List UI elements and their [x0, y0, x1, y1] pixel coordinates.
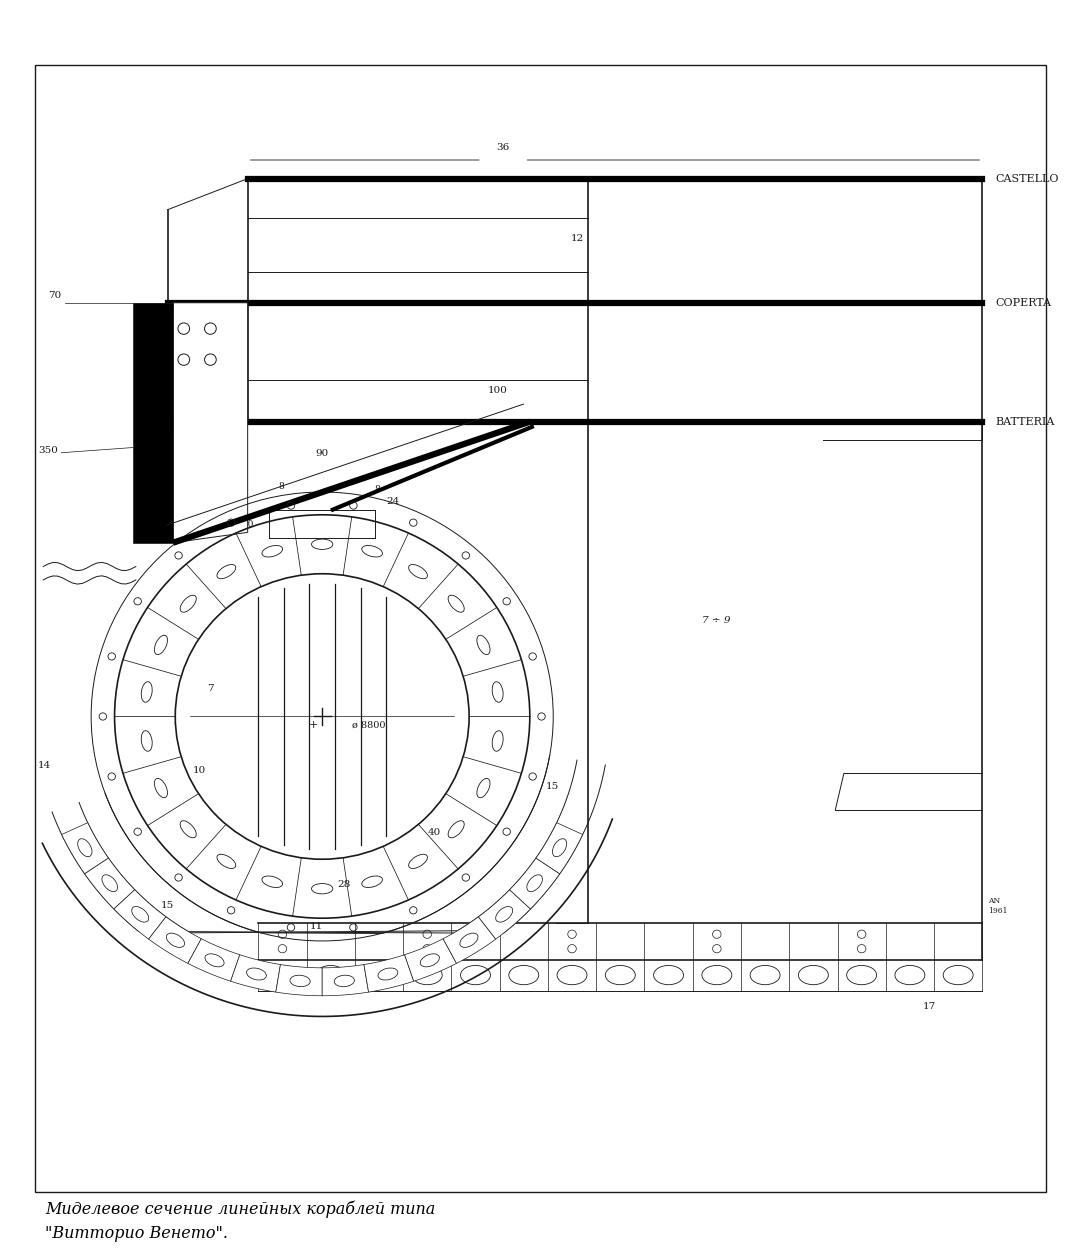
- Text: 90: 90: [316, 449, 328, 459]
- Text: 10: 10: [193, 766, 207, 775]
- Text: 70: 70: [48, 291, 61, 300]
- Text: CASTELLO: CASTELLO: [995, 173, 1059, 183]
- Text: 7: 7: [207, 683, 213, 692]
- Polygon shape: [276, 964, 322, 996]
- Text: 28: 28: [337, 880, 350, 889]
- Polygon shape: [536, 823, 583, 874]
- Text: 15: 15: [546, 782, 559, 791]
- Polygon shape: [443, 917, 495, 963]
- Text: 8: 8: [375, 485, 380, 494]
- Polygon shape: [114, 890, 166, 939]
- Polygon shape: [132, 302, 173, 543]
- Polygon shape: [478, 890, 531, 939]
- Polygon shape: [322, 964, 368, 996]
- Polygon shape: [61, 823, 109, 874]
- Text: Миделевое сечение линейных кораблей типа
"Витторио Венето".: Миделевое сечение линейных кораблей типа…: [45, 1200, 435, 1241]
- Text: 36: 36: [496, 143, 509, 152]
- Text: 7 ÷ 9: 7 ÷ 9: [702, 617, 730, 626]
- Polygon shape: [187, 939, 240, 981]
- Text: +: +: [309, 720, 319, 730]
- Text: 36: 36: [226, 466, 239, 475]
- Text: 12: 12: [571, 233, 585, 243]
- Polygon shape: [149, 917, 201, 963]
- Text: 17: 17: [922, 1002, 936, 1011]
- Polygon shape: [509, 858, 560, 909]
- Polygon shape: [364, 954, 414, 992]
- Text: 24: 24: [386, 498, 400, 507]
- Text: 40: 40: [428, 829, 440, 838]
- Text: 15: 15: [162, 900, 174, 910]
- Text: BATTERIA: BATTERIA: [995, 416, 1054, 426]
- Text: AN
1961: AN 1961: [988, 897, 1007, 915]
- Polygon shape: [173, 302, 248, 543]
- Text: 100: 100: [488, 386, 507, 395]
- Text: 350: 350: [39, 445, 58, 455]
- Polygon shape: [230, 954, 280, 992]
- Text: 11: 11: [310, 922, 323, 930]
- Polygon shape: [405, 939, 457, 981]
- Polygon shape: [85, 858, 135, 909]
- Text: 30: 30: [242, 520, 253, 529]
- Text: ø 8800: ø 8800: [352, 720, 386, 730]
- Text: 8: 8: [279, 482, 284, 490]
- Text: 14: 14: [38, 761, 51, 770]
- Text: COPERTA: COPERTA: [995, 297, 1051, 307]
